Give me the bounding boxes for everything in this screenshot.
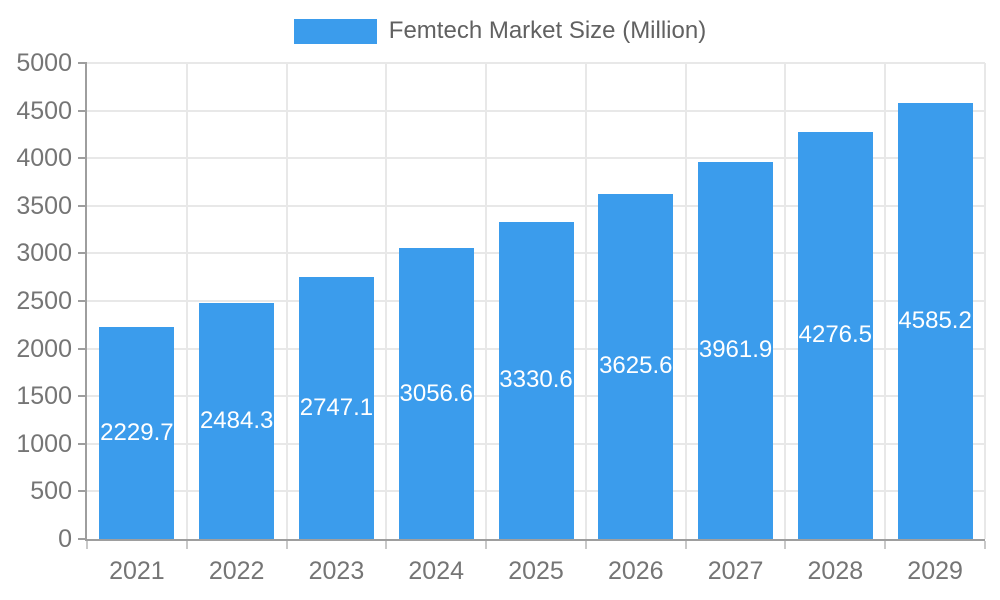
- x-tick-label: 2023: [308, 557, 365, 585]
- y-tick-label: 2000: [16, 334, 72, 363]
- x-tick-mark: [684, 541, 687, 549]
- y-tick-label: 5000: [16, 49, 72, 77]
- bar-value-label: 4276.5: [798, 321, 873, 349]
- bar-value-label: 3056.6: [399, 379, 473, 407]
- y-tick-label: 2500: [16, 287, 72, 315]
- y-tick-label: 4500: [16, 96, 72, 125]
- y-tick-label: 3000: [16, 239, 72, 268]
- v-gridline: [485, 63, 488, 539]
- x-tick-label: 2028: [807, 557, 864, 585]
- h-gridline: [87, 109, 985, 112]
- bar: [199, 302, 275, 539]
- y-tick-label: 1500: [16, 382, 72, 411]
- bar: [498, 221, 574, 539]
- v-gridline: [584, 63, 587, 539]
- v-gridline: [185, 63, 188, 539]
- bar: [598, 193, 674, 539]
- x-tick-mark: [86, 541, 88, 549]
- bar-value-label: 2229.7: [100, 418, 174, 446]
- y-tick-label: 4000: [16, 144, 72, 173]
- y-tick-label: 1000: [16, 429, 72, 458]
- bar-value-label: 3330.6: [499, 366, 573, 394]
- x-tick-label: 2021: [109, 557, 165, 585]
- bar-value-label: 4585.2: [898, 306, 972, 334]
- bar-value-label: 3625.6: [599, 352, 673, 380]
- x-axis-line: [85, 539, 985, 541]
- bar-value-label: 2747.1: [299, 394, 374, 422]
- x-tick-mark: [285, 541, 288, 549]
- bar: [398, 248, 474, 539]
- x-tick-mark: [185, 541, 188, 549]
- bar: [897, 102, 973, 539]
- v-gridline: [684, 63, 687, 539]
- y-tick-label: 500: [30, 477, 72, 506]
- v-gridline: [285, 63, 288, 539]
- v-gridline: [385, 63, 388, 539]
- bar: [698, 161, 774, 539]
- x-tick-mark: [784, 541, 787, 549]
- bar: [797, 131, 873, 539]
- y-axis-line: [85, 63, 87, 541]
- y-tick-label: 3500: [16, 191, 72, 220]
- h-gridline: [87, 157, 985, 160]
- v-gridline: [784, 63, 787, 539]
- y-axis-labels: 0 500 1000 1500 2000 2500 3000 3500 4000 4500 5000: [0, 49, 72, 553]
- x-tick-mark: [485, 541, 488, 549]
- x-tick-label: 2027: [707, 557, 764, 585]
- x-tick-label: 2022: [208, 557, 265, 585]
- x-tick-mark: [984, 541, 986, 549]
- x-tick-label: 2025: [508, 557, 564, 585]
- v-gridline: [884, 63, 887, 539]
- y-tick-label: 0: [58, 525, 72, 553]
- v-gridline: [984, 63, 986, 539]
- x-tick-label: 2026: [607, 557, 664, 585]
- legend-marker-icon: [293, 18, 377, 44]
- h-gridline: [87, 204, 985, 207]
- bar-value-label: 3961.9: [698, 336, 773, 364]
- bar-value-label: 2484.3: [199, 406, 274, 434]
- x-tick-mark: [884, 541, 887, 549]
- h-gridline: [87, 62, 985, 64]
- bar: [99, 326, 175, 539]
- x-tick-label: 2024: [408, 557, 465, 585]
- plot-area: 2229.7 2484.3 2747.1 3056.6 3330.6 3625.6 3961…: [87, 62, 986, 539]
- legend-label: Femtech Market Size (Million): [388, 17, 707, 44]
- x-tick-mark: [385, 541, 388, 549]
- x-tick-label: 2029: [907, 557, 963, 585]
- chart-legend[interactable]: Femtech Market Size (Million): [0, 17, 1000, 45]
- bar: [298, 277, 374, 539]
- x-tick-mark: [584, 541, 587, 549]
